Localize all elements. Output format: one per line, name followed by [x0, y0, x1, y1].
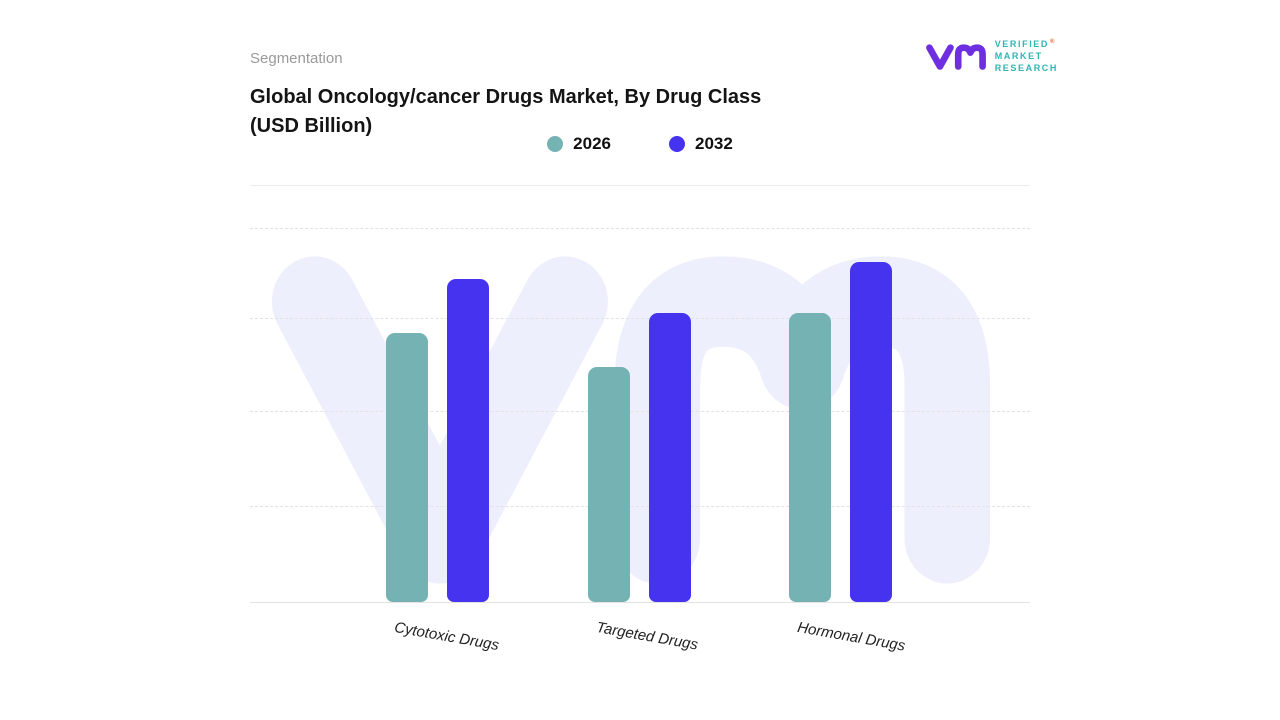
bar-2026	[588, 367, 630, 602]
header-divider	[250, 185, 1030, 186]
bar-group	[386, 279, 489, 602]
bar-2032	[649, 313, 691, 602]
gridline	[250, 318, 1030, 319]
bar-group	[588, 313, 691, 602]
vmr-logo-icon	[925, 42, 987, 71]
category-label: Cytotoxic Drugs	[393, 619, 501, 655]
legend-item-2026: 2026	[547, 134, 611, 154]
chart-plot-area: Cytotoxic Drugs Targeted Drugs Hormonal Dr…	[250, 225, 1030, 655]
legend-label: 2032	[695, 134, 733, 153]
bar-2032	[447, 279, 489, 602]
gridline	[250, 228, 1030, 229]
gridline	[250, 411, 1030, 412]
logo-line-2: MARKET	[994, 51, 1043, 62]
page-title: Global Oncology/cancer Drugs Market, By …	[250, 83, 890, 141]
legend-label: 2026	[573, 134, 611, 153]
logo-line-1: VERIFIED	[994, 39, 1049, 49]
logo-line-3: RESEARCH	[994, 63, 1058, 74]
bar-2026	[386, 333, 428, 602]
category-label: Targeted Drugs	[595, 619, 700, 654]
bar-group	[789, 262, 892, 602]
chart-legend: 2026 2032	[250, 134, 1030, 154]
bar-2026	[789, 313, 831, 602]
eyebrow-label: Segmentation	[250, 50, 343, 67]
vmr-logo: VERIFIED® MARKET RESEARCH	[925, 38, 1058, 74]
gridline	[250, 506, 1030, 507]
title-line-1: Global Oncology/cancer Drugs Market, By …	[250, 86, 762, 108]
legend-item-2032: 2032	[669, 134, 733, 154]
legend-marker-icon	[547, 136, 564, 152]
title-line-2: (USD Billion)	[250, 115, 373, 137]
legend-marker-icon	[669, 136, 685, 152]
vmr-logo-text: VERIFIED® MARKET RESEARCH	[995, 38, 1058, 74]
bar-2032	[850, 262, 892, 602]
registered-mark-icon: ®	[1050, 39, 1057, 45]
category-label: Hormonal Drugs	[796, 619, 907, 655]
